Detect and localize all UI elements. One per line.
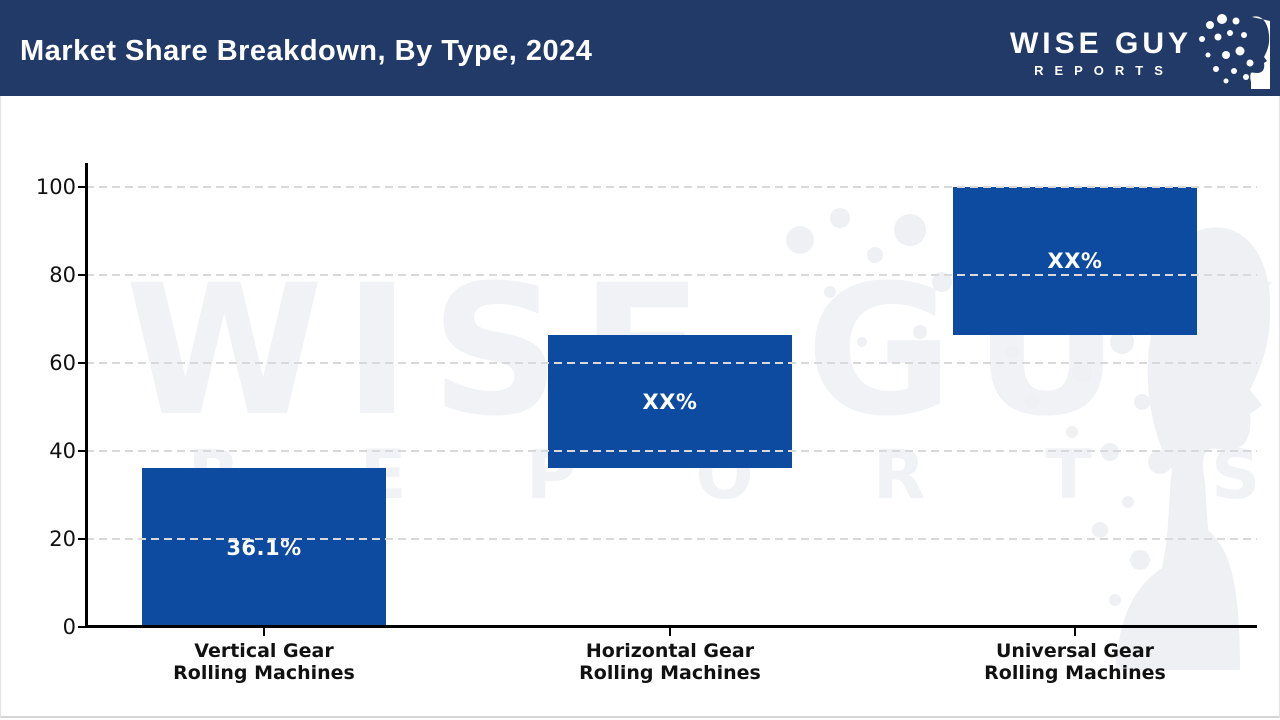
x-category-line2: Rolling Machines bbox=[173, 662, 355, 684]
header-bar: Market Share Breakdown, By Type, 2024 WI… bbox=[0, 0, 1280, 96]
y-tick-label-80: 80 bbox=[49, 263, 76, 287]
x-axis-line bbox=[85, 625, 1257, 628]
y-tick-mark-80 bbox=[78, 274, 86, 276]
y-tick-mark-0 bbox=[78, 626, 86, 628]
y-tick-mark-40 bbox=[78, 450, 86, 452]
y-tick-label-0: 0 bbox=[62, 615, 76, 639]
logo-dotted-head-icon bbox=[1199, 14, 1270, 89]
x-category-line1: Universal Gear bbox=[995, 640, 1155, 662]
x-category-line1: Vertical Gear bbox=[194, 640, 334, 662]
logo-wiseguy-label: WISE GUY bbox=[1009, 26, 1192, 60]
x-tick-mark-1 bbox=[669, 628, 671, 636]
x-category-label-2: Universal Gear Rolling Machines bbox=[915, 640, 1235, 684]
bar-segment-2: XX% bbox=[953, 187, 1197, 336]
logo-text: WISE GUY REPORTS bbox=[1010, 27, 1192, 78]
gridline-80 bbox=[86, 274, 1257, 276]
x-category-line2: Rolling Machines bbox=[579, 662, 761, 684]
left-border-line bbox=[0, 96, 1, 718]
y-tick-mark-60 bbox=[78, 362, 86, 364]
bar-value-label-2: XX% bbox=[1047, 249, 1103, 274]
y-tick-label-20: 20 bbox=[49, 527, 76, 551]
page-title: Market Share Breakdown, By Type, 2024 bbox=[20, 35, 593, 67]
bottom-border-line bbox=[0, 716, 1280, 718]
bar-segment-0: 36.1% bbox=[142, 468, 386, 627]
y-tick-label-100: 100 bbox=[35, 175, 76, 199]
y-tick-mark-100 bbox=[78, 186, 86, 188]
gridline-20 bbox=[86, 538, 1257, 540]
gridline-60 bbox=[86, 362, 1257, 364]
y-tick-mark-20 bbox=[78, 538, 86, 540]
logo-reports-label: REPORTS bbox=[1034, 62, 1174, 78]
y-axis-line bbox=[85, 163, 88, 628]
x-category-line1: Horizontal Gear bbox=[585, 640, 755, 662]
bar-value-label-1: XX% bbox=[642, 389, 698, 414]
y-tick-label-40: 40 bbox=[49, 439, 76, 463]
gridline-100 bbox=[86, 186, 1257, 188]
wise-guy-reports-logo: WISE GUY REPORTS bbox=[1010, 10, 1270, 90]
gridline-40 bbox=[86, 450, 1257, 452]
y-tick-label-60: 60 bbox=[49, 351, 76, 375]
x-tick-mark-0 bbox=[263, 628, 265, 636]
x-tick-mark-2 bbox=[1074, 628, 1076, 636]
x-category-line2: Rolling Machines bbox=[984, 662, 1166, 684]
x-category-label-0: Vertical Gear Rolling Machines bbox=[104, 640, 424, 684]
bar-segment-1: XX% bbox=[548, 335, 792, 469]
x-category-label-1: Horizontal Gear Rolling Machines bbox=[510, 640, 830, 684]
